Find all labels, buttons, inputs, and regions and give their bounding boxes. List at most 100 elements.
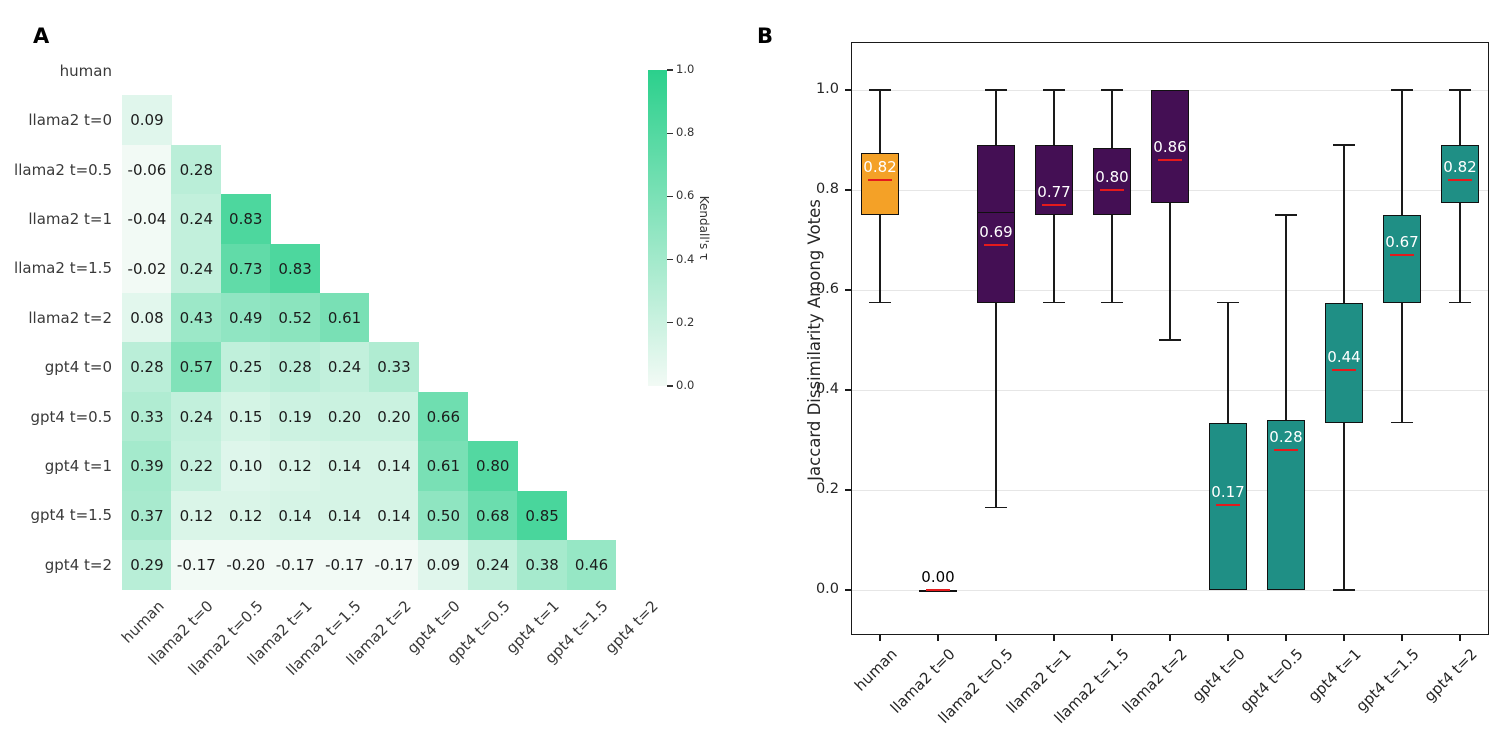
x-tick: [1169, 635, 1171, 641]
whisker-cap: [985, 89, 1007, 91]
colorbar-tick: [667, 69, 673, 71]
whisker: [1343, 145, 1345, 303]
mean-label: 0.17: [1211, 483, 1245, 501]
heatmap-cell: 0.24: [319, 342, 370, 393]
x-tick: [1401, 635, 1403, 641]
x-tick: [1053, 635, 1055, 641]
heatmap-cell: 0.83: [220, 194, 271, 245]
box: [977, 145, 1015, 303]
heatmap-cell: 0.20: [369, 391, 419, 442]
mean-label: 0.82: [863, 158, 897, 176]
heatmap-cell: 0.12: [270, 441, 321, 492]
whisker-cap: [1333, 589, 1355, 591]
mean-line: [1042, 203, 1066, 207]
y-tick: [844, 589, 851, 591]
mean-label: 0.82: [1443, 158, 1477, 176]
heatmap-cell: 0.33: [122, 391, 172, 442]
colorbar-tick-label: 0.8: [676, 125, 695, 140]
colorbar-tick-label: 1.0: [676, 62, 695, 76]
mean-line: [1448, 178, 1472, 182]
heatmap-cell: -0.20: [220, 540, 271, 590]
y-tick-label: 0.8: [815, 181, 839, 197]
heatmap-cell: 0.33: [369, 342, 419, 393]
heatmap-cell: 0.61: [319, 293, 370, 343]
box: [1093, 147, 1131, 215]
heatmap-cell: -0.17: [319, 540, 370, 590]
heatmap-cell: -0.17: [369, 540, 419, 590]
heatmap-row-label: llama2 t=1: [28, 209, 112, 228]
heatmap-cell: 0.20: [319, 391, 370, 442]
mean-label: 0.67: [1385, 233, 1419, 251]
heatmap-cell: 0.52: [270, 293, 321, 343]
heatmap-cell: 0.28: [270, 342, 321, 393]
heatmap-cell: 0.19: [270, 391, 321, 442]
whisker-cap: [1101, 301, 1123, 304]
heatmap-cell: 0.22: [171, 441, 222, 492]
heatmap-row-label: llama2 t=2: [28, 308, 112, 327]
grid-line: [852, 489, 1488, 491]
colorbar-tick-label: 0.4: [676, 251, 695, 266]
median-line: [977, 211, 1015, 214]
whisker: [1111, 215, 1113, 303]
whisker-cap: [1449, 301, 1471, 304]
heatmap-cell: 0.85: [517, 490, 568, 541]
heatmap-cell: -0.17: [270, 540, 321, 590]
heatmap-cell: 0.12: [171, 490, 222, 541]
heatmap-cell: 0.28: [171, 144, 222, 195]
heatmap-row-label: llama2 t=0: [28, 111, 112, 130]
heatmap-cell: 0.14: [369, 441, 419, 492]
whisker-cap: [1391, 421, 1413, 424]
heatmap-cell: 0.14: [369, 490, 419, 541]
mean-line: [868, 178, 892, 182]
whisker-cap: [1333, 144, 1355, 146]
y-tick-label: 1.0: [815, 81, 839, 97]
colorbar-tick: [667, 322, 673, 324]
mean-label: 0.69: [979, 223, 1013, 241]
whisker: [1285, 215, 1287, 420]
heatmap-cell: 0.73: [220, 243, 271, 294]
whisker-cap: [869, 301, 891, 304]
heatmap-cell: 0.09: [122, 95, 172, 146]
y-tick: [844, 489, 851, 491]
box: [861, 152, 899, 215]
heatmap-cell: 0.29: [122, 540, 172, 590]
heatmap-cell: 0.24: [467, 540, 518, 590]
colorbar-gradient: [648, 70, 667, 386]
mean-label: 0.28: [1269, 428, 1303, 446]
mean-line: [926, 588, 950, 592]
mean-line: [1332, 368, 1356, 372]
heatmap-cell: 0.46: [566, 540, 617, 590]
whisker-cap: [1391, 89, 1413, 91]
y-tick: [844, 89, 851, 91]
heatmap-row-label: gpt4 t=1.5: [30, 506, 112, 525]
whisker: [995, 90, 997, 145]
heatmap-cell: 0.25: [220, 342, 271, 393]
whisker-cap: [1449, 89, 1471, 91]
heatmap-cell: 0.14: [319, 490, 370, 541]
heatmap-cell: 0.14: [270, 490, 321, 541]
y-tick: [844, 189, 851, 191]
heatmap-row-label: human: [59, 61, 112, 80]
whisker-cap: [869, 89, 891, 91]
whisker-cap: [985, 506, 1007, 509]
heatmap-cell: 0.43: [171, 293, 222, 343]
panel-b-label: B: [757, 24, 774, 48]
box: [1325, 302, 1363, 423]
colorbar-tick: [667, 132, 673, 134]
heatmap-row-label: gpt4 t=1: [44, 456, 112, 475]
box: [1151, 90, 1189, 203]
mean-line: [1216, 503, 1240, 507]
colorbar-tick-label: 0.2: [676, 314, 695, 329]
box: [1267, 420, 1305, 590]
box: [1441, 145, 1479, 203]
box: [1035, 145, 1073, 215]
colorbar-tick: [667, 258, 673, 261]
heatmap-row-label: llama2 t=0.5: [14, 160, 112, 179]
heatmap-cell: -0.06: [122, 144, 172, 195]
heatmap-cell: 0.38: [517, 540, 568, 590]
heatmap-cell: 0.14: [319, 441, 370, 492]
whisker-cap: [1217, 301, 1239, 304]
whisker: [1343, 422, 1345, 590]
